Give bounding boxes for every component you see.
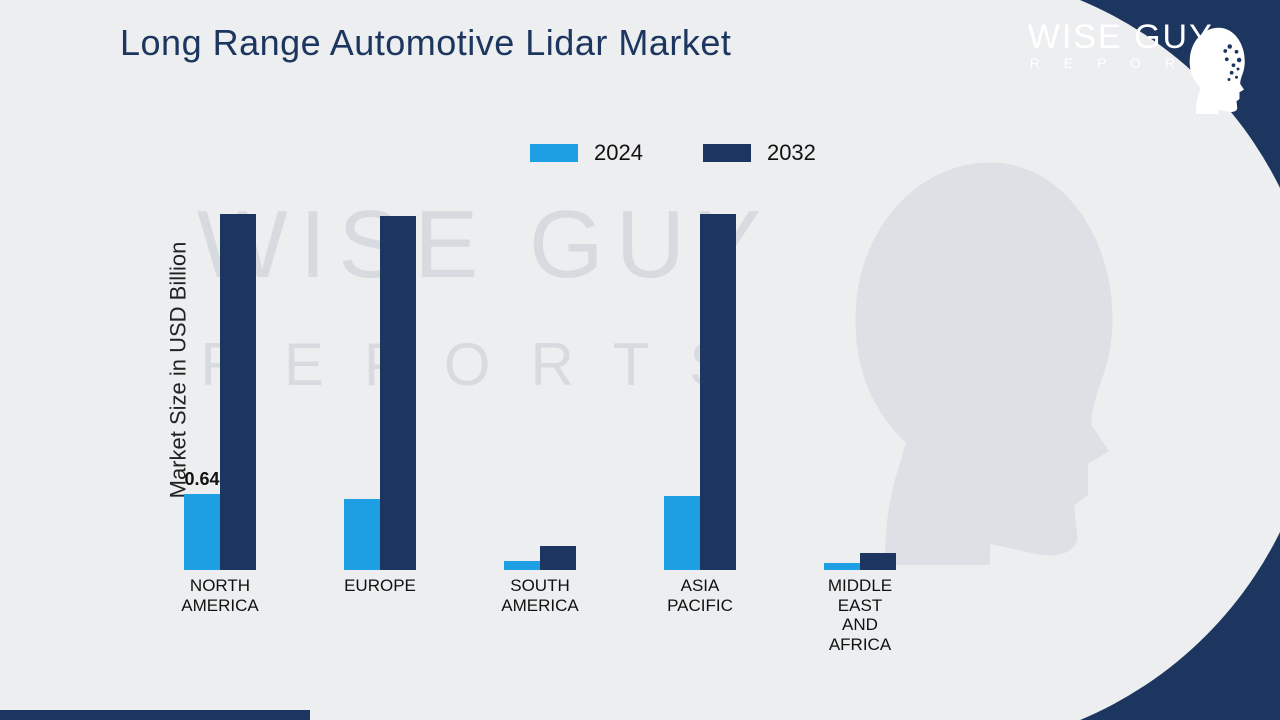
bar-s2024 [344, 499, 380, 570]
chart-title: Long Range Automotive Lidar Market [120, 22, 731, 64]
bar-pair [824, 553, 896, 570]
bar-pair [344, 216, 416, 570]
brand-head-icon [1166, 24, 1256, 114]
bar-s2024 [824, 563, 860, 570]
bar-s2032 [540, 546, 576, 570]
bar-pair [184, 214, 256, 570]
bar-s2024 [664, 496, 700, 570]
category-label: EUROPE [310, 576, 450, 596]
plot-region: 0.64NORTHAMERICAEUROPESOUTHAMERICAASIAPA… [140, 190, 930, 570]
bar-s2024 [504, 561, 540, 571]
bar-s2024 [184, 494, 220, 570]
brand-logo: WISE GUY R E P O R T S [1028, 18, 1250, 71]
bar-s2032 [700, 214, 736, 570]
category-label: ASIAPACIFIC [630, 576, 770, 615]
bar-pair [664, 214, 736, 570]
bar-s2032 [220, 214, 256, 570]
category-label: SOUTHAMERICA [470, 576, 610, 615]
chart-area: Market Size in USD Billion 0.64NORTHAMER… [100, 160, 950, 580]
category-label: NORTHAMERICA [150, 576, 290, 615]
bar-value-label: 0.64 [184, 469, 219, 490]
bar-s2032 [860, 553, 896, 570]
category-label: MIDDLEEASTANDAFRICA [790, 576, 930, 654]
canvas: WISE GUY REPORTS Long Range Automotive L… [0, 0, 1280, 720]
bar-s2032 [380, 216, 416, 570]
footer-accent-bar [0, 710, 310, 720]
bar-pair [504, 546, 576, 570]
